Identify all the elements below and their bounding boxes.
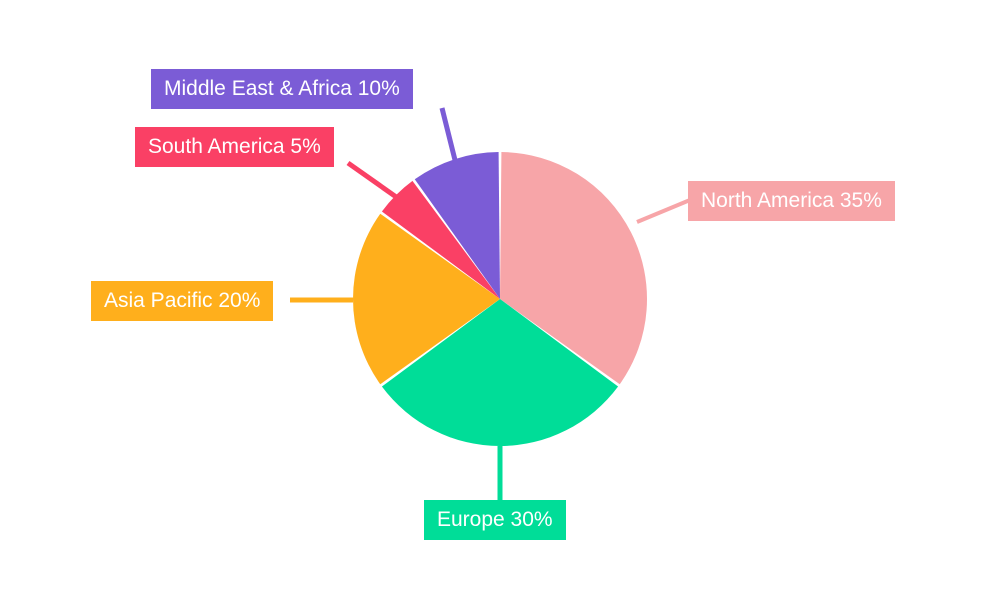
slice-label-south-america[interactable]: South America 5% (135, 127, 334, 167)
slice-label-north-america[interactable]: North America 35% (688, 181, 895, 221)
leader-line-middle-east (439, 107, 460, 169)
pie-slice-south-america[interactable] (381, 180, 500, 299)
pie-slice-group (352, 152, 647, 446)
slice-label-europe[interactable]: Europe 30% (424, 500, 566, 540)
slice-label-asia-pacific[interactable]: Asia Pacific 20% (91, 281, 274, 321)
pie-slice-europe[interactable] (381, 299, 619, 446)
pie-slice-asia-pacific[interactable] (352, 213, 500, 385)
leader-line-north-america (636, 198, 691, 224)
slice-label-middle-east[interactable]: Middle East & Africa 10% (151, 69, 413, 109)
pie-slice-north-america[interactable] (500, 152, 647, 385)
pie-slice-middle-east-and-africa[interactable] (414, 152, 500, 299)
